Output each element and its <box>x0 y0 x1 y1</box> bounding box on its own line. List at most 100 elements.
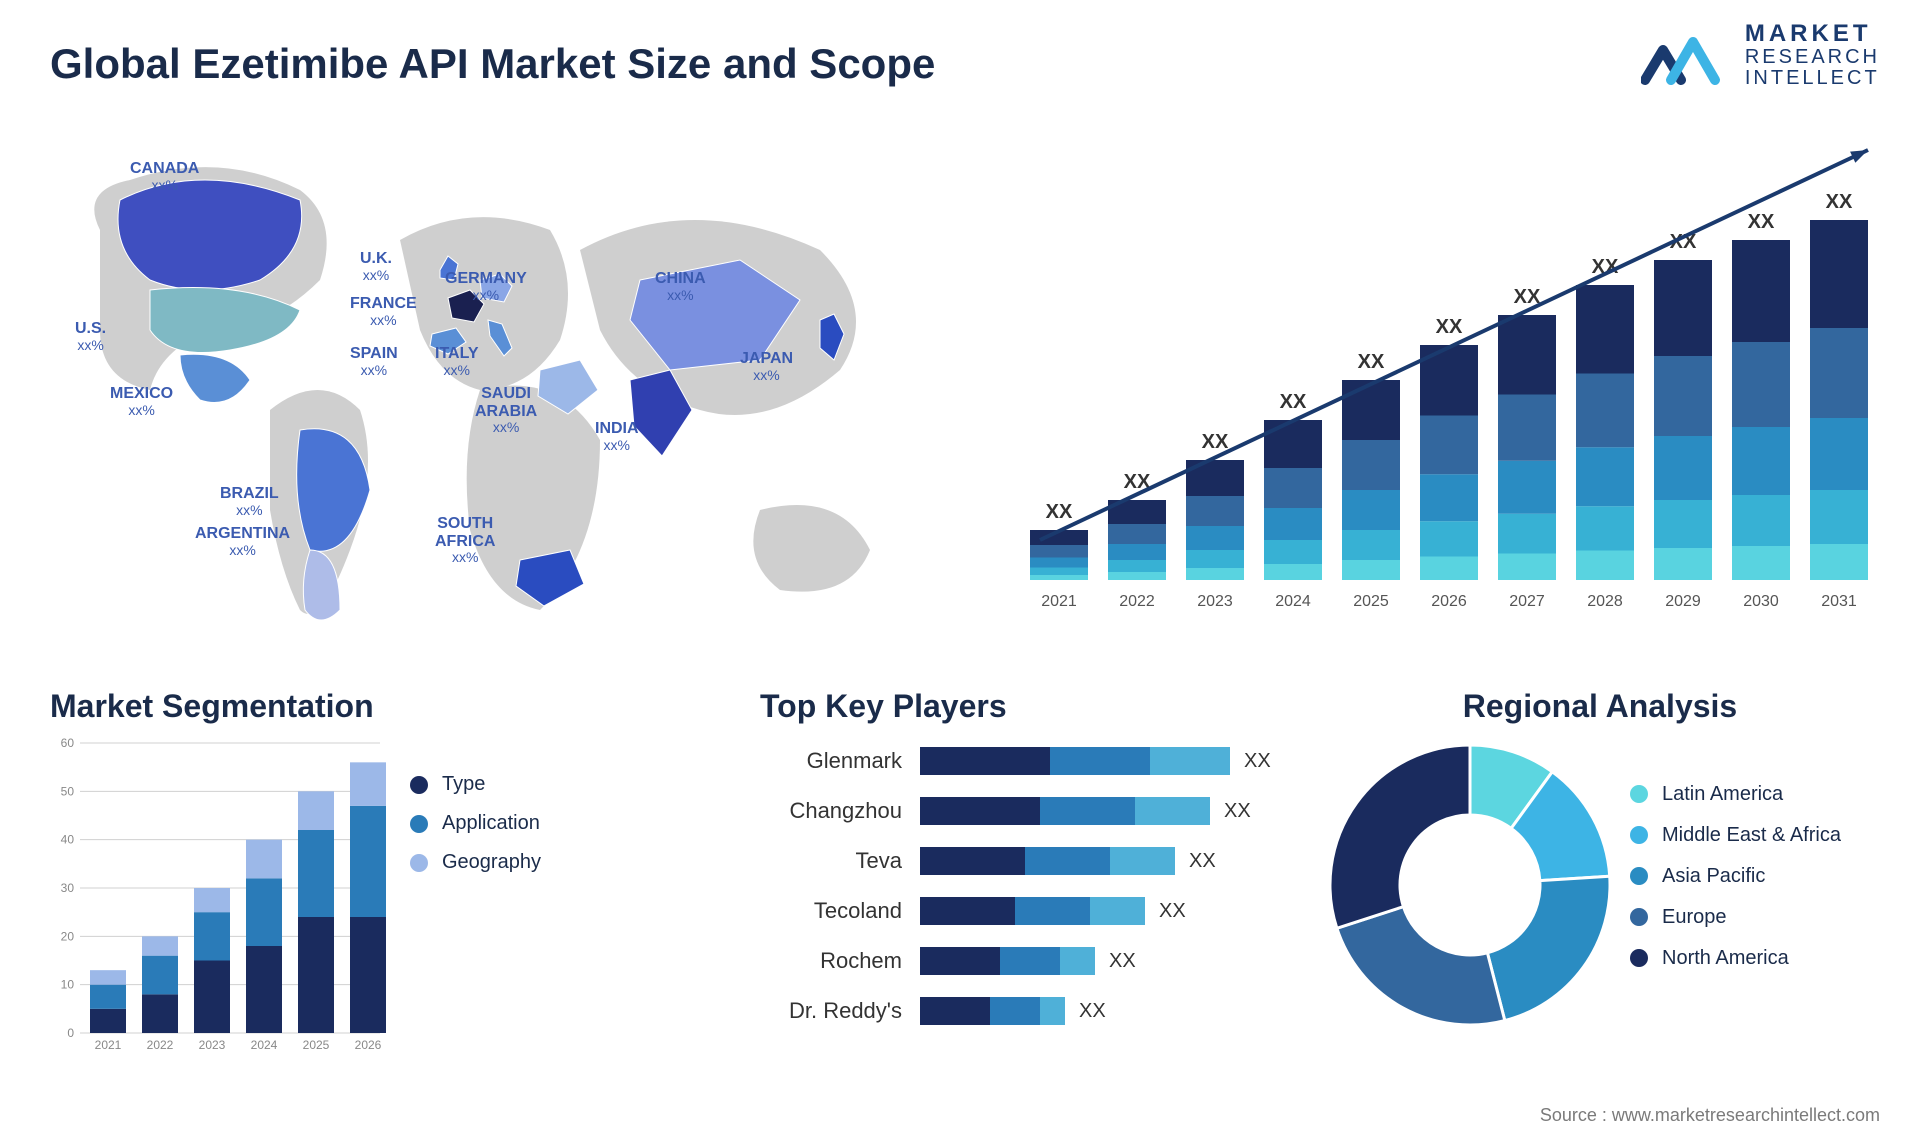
page-title: Global Ezetimibe API Market Size and Sco… <box>50 40 935 88</box>
map-label-india: INDIAxx% <box>595 420 639 453</box>
legend-swatch-icon <box>1630 785 1648 803</box>
players-chart: GlenmarkXXChangzhouXXTevaXXTecolandXXRoc… <box>760 743 1320 1029</box>
player-bar <box>920 947 1095 975</box>
legend-label: Application <box>442 812 540 835</box>
segmentation-chart: 0102030405060202120222023202420252026 <box>50 733 390 1073</box>
player-bar <box>920 747 1230 775</box>
map-label-china: CHINAxx% <box>655 270 706 303</box>
legend-swatch-icon <box>1630 908 1648 926</box>
player-row: GlenmarkXX <box>760 743 1320 779</box>
segmentation-section: Market Segmentation 01020304050602021202… <box>50 688 610 1073</box>
logo-mark-icon <box>1641 20 1731 90</box>
svg-text:2026: 2026 <box>355 1038 382 1052</box>
svg-text:XX: XX <box>1748 211 1775 233</box>
svg-text:2024: 2024 <box>1275 593 1311 610</box>
map-label-germany: GERMANYxx% <box>445 270 527 303</box>
player-row: Dr. Reddy's XX <box>760 993 1320 1029</box>
legend-swatch-icon <box>410 776 428 794</box>
svg-text:XX: XX <box>1436 316 1463 338</box>
svg-text:40: 40 <box>61 833 75 847</box>
svg-text:2027: 2027 <box>1509 593 1545 610</box>
svg-text:2025: 2025 <box>1353 593 1389 610</box>
source-text: Source : www.marketresearchintellect.com <box>1540 1105 1880 1126</box>
players-section: Top Key Players GlenmarkXXChangzhouXXTev… <box>760 688 1320 1043</box>
logo-line2: RESEARCH <box>1745 47 1880 68</box>
map-label-spain: SPAINxx% <box>350 345 398 378</box>
player-bar <box>920 797 1210 825</box>
segmentation-legend-item: Geography <box>410 851 541 874</box>
player-bar-segment <box>920 797 1040 825</box>
growth-bar-chart: XX2021XX2022XX2023XX2024XX2025XX2026XX20… <box>1010 140 1880 630</box>
legend-label: Asia Pacific <box>1662 865 1765 888</box>
segmentation-legend: Type Application Geography <box>410 773 541 1073</box>
player-name: Glenmark <box>760 748 920 774</box>
legend-swatch-icon <box>1630 949 1648 967</box>
player-name: Teva <box>760 848 920 874</box>
player-bar <box>920 897 1145 925</box>
svg-text:2023: 2023 <box>1197 593 1233 610</box>
player-name: Tecoland <box>760 898 920 924</box>
regional-legend-item: Asia Pacific <box>1630 865 1841 888</box>
map-label-japan: JAPANxx% <box>740 350 793 383</box>
segmentation-legend-item: Application <box>410 812 541 835</box>
player-bar-segment <box>1090 897 1145 925</box>
player-bar-segment <box>920 747 1050 775</box>
map-label-u-s-: U.S.xx% <box>75 320 106 353</box>
svg-text:30: 30 <box>61 881 75 895</box>
svg-text:20: 20 <box>61 929 75 943</box>
regional-legend: Latin America Middle East & Africa Asia Pa… <box>1630 783 1841 988</box>
regional-section: Regional Analysis Latin America Middle Ea… <box>1320 688 1880 1035</box>
player-row: ChangzhouXX <box>760 793 1320 829</box>
player-name: Changzhou <box>760 798 920 824</box>
legend-swatch-icon <box>410 854 428 872</box>
map-label-south-africa: SOUTHAFRICAxx% <box>435 515 495 566</box>
player-bar <box>920 997 1065 1025</box>
player-bar-segment <box>1150 747 1230 775</box>
player-value: XX <box>1189 850 1216 873</box>
svg-text:XX: XX <box>1046 501 1073 523</box>
svg-text:2021: 2021 <box>95 1038 122 1052</box>
map-label-brazil: BRAZILxx% <box>220 485 279 518</box>
svg-text:60: 60 <box>61 736 75 750</box>
logo-text: MARKET RESEARCH INTELLECT <box>1745 21 1880 88</box>
player-row: Tecoland XX <box>760 893 1320 929</box>
map-label-italy: ITALYxx% <box>435 345 479 378</box>
svg-text:2030: 2030 <box>1743 593 1779 610</box>
player-bar-segment <box>1025 847 1110 875</box>
world-map: CANADAxx%U.S.xx%MEXICOxx%BRAZILxx%ARGENT… <box>40 130 920 650</box>
regional-title: Regional Analysis <box>1360 688 1840 725</box>
svg-text:2025: 2025 <box>303 1038 330 1052</box>
player-value: XX <box>1079 1000 1106 1023</box>
legend-label: North America <box>1662 947 1789 970</box>
svg-text:0: 0 <box>67 1026 74 1040</box>
svg-text:XX: XX <box>1202 431 1229 453</box>
player-bar-segment <box>1000 947 1060 975</box>
legend-label: Latin America <box>1662 783 1783 806</box>
player-bar-segment <box>920 947 1000 975</box>
player-name: Dr. Reddy's <box>760 998 920 1024</box>
legend-label: Type <box>442 773 485 796</box>
regional-legend-item: North America <box>1630 947 1841 970</box>
player-bar-segment <box>1060 947 1095 975</box>
svg-text:2026: 2026 <box>1431 593 1467 610</box>
svg-text:XX: XX <box>1826 191 1853 213</box>
legend-swatch-icon <box>410 815 428 833</box>
regional-legend-item: Latin America <box>1630 783 1841 806</box>
legend-label: Geography <box>442 851 541 874</box>
regional-legend-item: Middle East & Africa <box>1630 824 1841 847</box>
player-bar-segment <box>1040 797 1135 825</box>
logo: MARKET RESEARCH INTELLECT <box>1641 20 1880 90</box>
svg-text:2031: 2031 <box>1821 593 1857 610</box>
svg-text:2022: 2022 <box>147 1038 174 1052</box>
player-bar-segment <box>1040 997 1065 1025</box>
map-label-u-k-: U.K.xx% <box>360 250 392 283</box>
svg-text:2029: 2029 <box>1665 593 1701 610</box>
legend-swatch-icon <box>1630 826 1648 844</box>
logo-line3: INTELLECT <box>1745 68 1880 89</box>
segmentation-title: Market Segmentation <box>50 688 610 725</box>
svg-text:XX: XX <box>1358 351 1385 373</box>
regional-legend-item: Europe <box>1630 906 1841 929</box>
legend-label: Europe <box>1662 906 1727 929</box>
player-value: XX <box>1159 900 1186 923</box>
svg-text:2021: 2021 <box>1041 593 1077 610</box>
